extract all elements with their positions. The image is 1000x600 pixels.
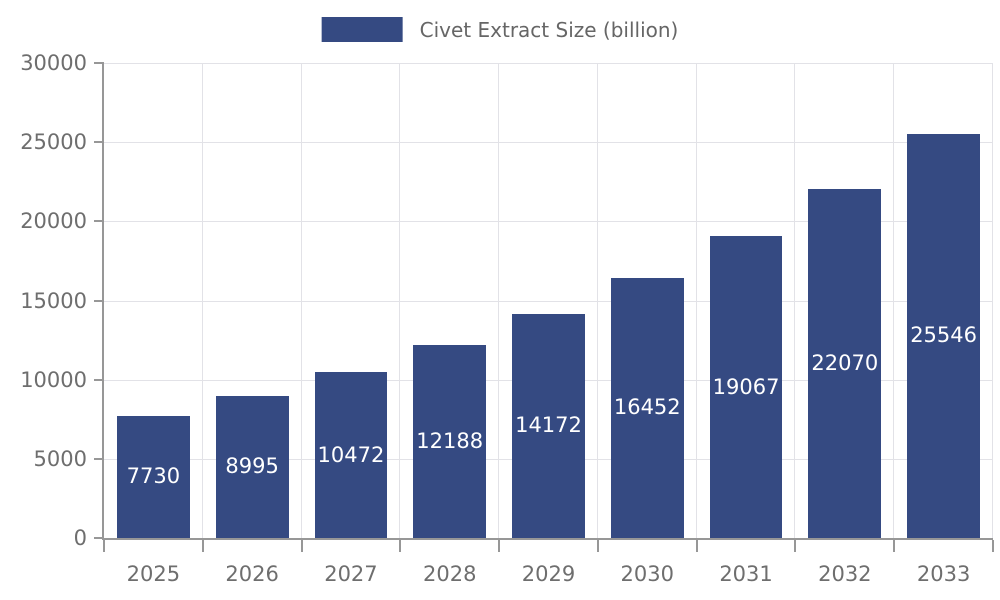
v-gridline	[794, 63, 796, 538]
bar-value-label: 8995	[225, 454, 279, 479]
x-axis-label: 2026	[225, 562, 279, 586]
bar[interactable]: 19067	[709, 236, 783, 538]
y-axis-tick	[94, 378, 104, 381]
bar[interactable]: 12188	[413, 345, 487, 538]
x-axis-label: 2031	[719, 562, 773, 586]
x-axis-tick	[201, 540, 204, 552]
x-axis-label: 2030	[620, 562, 674, 586]
x-axis-label: 2032	[818, 562, 872, 586]
v-gridline	[992, 63, 993, 538]
bar-value-label: 14172	[515, 413, 582, 438]
v-gridline	[695, 63, 697, 538]
bar-value-label: 25546	[910, 323, 977, 348]
x-axis-tick	[498, 540, 501, 552]
y-axis-tick	[94, 299, 104, 302]
x-axis-tick	[300, 540, 303, 552]
y-axis-label: 25000	[20, 130, 87, 155]
x-axis-label: 2027	[324, 562, 378, 586]
plot-area: 0 5000 10000 15000 20000 25000 30000 7730 2025 89…	[20, 51, 994, 586]
bar[interactable]: 16452	[610, 277, 684, 538]
y-axis-label: 10000	[20, 367, 87, 392]
bar-value-label: 10472	[317, 442, 385, 467]
legend-swatch-icon	[321, 17, 403, 42]
bar-value-label: 19067	[712, 374, 780, 399]
bar[interactable]: 14172	[512, 313, 585, 538]
y-axis-label: 15000	[20, 288, 87, 313]
bar-value-label: 12188	[416, 429, 484, 454]
y-axis-label: 0	[73, 526, 87, 550]
x-axis-tick	[893, 540, 896, 552]
bar-value-label: 16452	[613, 395, 681, 420]
v-gridline	[201, 63, 203, 538]
x-axis-tick	[596, 540, 599, 552]
bar[interactable]: 7730	[116, 415, 190, 538]
y-axis-tick	[94, 537, 104, 539]
x-axis-label: 2029	[521, 562, 576, 586]
h-gridline	[104, 221, 993, 223]
bar[interactable]: 10472	[314, 372, 388, 538]
y-axis-label: 30000	[20, 51, 87, 75]
y-axis-label: 20000	[20, 209, 87, 234]
y-axis-label: 5000	[33, 446, 87, 471]
x-axis-tick	[399, 540, 402, 552]
x-axis-tick	[103, 540, 105, 552]
bar-value-label: 22070	[811, 350, 879, 375]
bar-value-label: 7730	[126, 464, 181, 489]
bar[interactable]: 25546	[907, 133, 981, 538]
y-axis-tick	[94, 457, 104, 460]
bar[interactable]: 22070	[808, 188, 882, 538]
legend[interactable]: Civet Extract Size (billion)	[321, 17, 679, 42]
bar[interactable]: 8995	[215, 395, 289, 538]
v-gridline	[498, 63, 500, 538]
x-axis-tick	[992, 540, 994, 552]
y-axis-tick	[94, 220, 104, 223]
x-axis-tick	[695, 540, 698, 552]
v-gridline	[893, 63, 895, 538]
v-gridline	[399, 63, 401, 538]
x-axis-tick	[794, 540, 797, 552]
v-gridline	[300, 63, 302, 538]
v-gridline	[596, 63, 598, 538]
x-axis-label: 2028	[422, 562, 477, 586]
h-gridline	[104, 142, 993, 144]
x-axis-label: 2025	[126, 562, 181, 586]
x-axis-label: 2033	[916, 562, 971, 586]
h-gridline	[104, 63, 993, 64]
y-axis-tick	[94, 141, 104, 144]
y-axis-tick	[94, 62, 104, 64]
legend-label: Civet Extract Size (billion)	[419, 17, 679, 42]
h-gridline	[104, 300, 993, 302]
